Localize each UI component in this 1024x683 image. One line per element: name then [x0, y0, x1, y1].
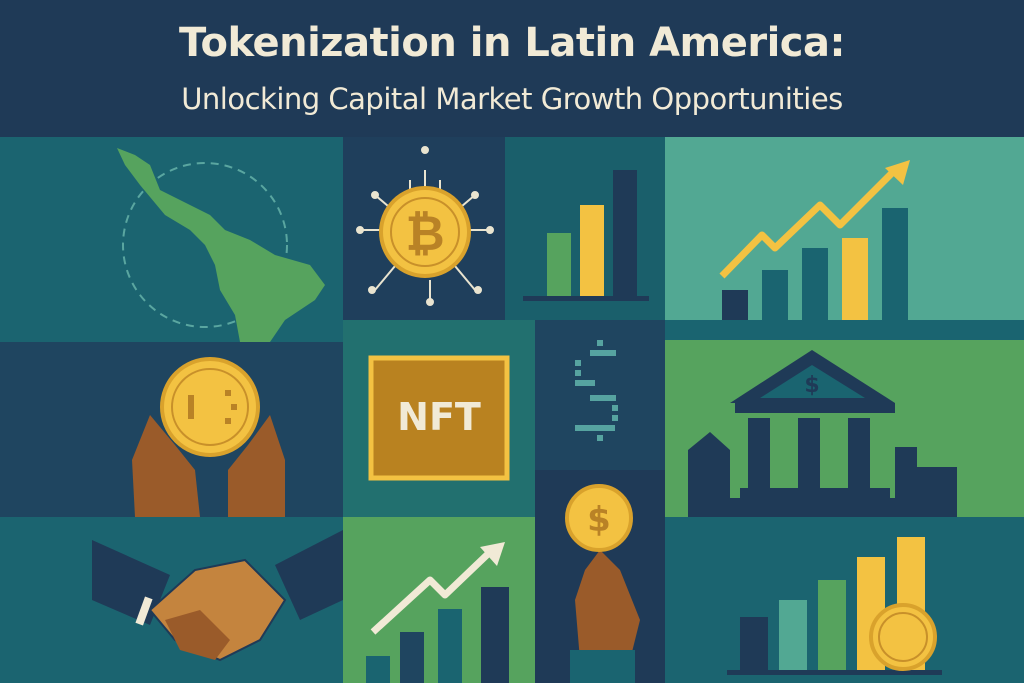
right-hand-icon — [228, 415, 285, 517]
svg-text:$: $ — [587, 500, 611, 540]
bar — [818, 580, 846, 671]
bitcoin-coin-icon — [379, 186, 471, 278]
page-subtitle: Unlocking Capital Market Growth Opportun… — [181, 82, 843, 116]
left-hand-icon — [132, 415, 200, 517]
digital-coin-icon — [160, 357, 260, 457]
right-sleeve-icon — [275, 530, 343, 620]
nft-card-icon — [368, 355, 510, 481]
nft-label: NFT — [397, 395, 481, 439]
bar — [580, 205, 604, 296]
orbit-dashed-circle — [122, 162, 288, 328]
baseline — [523, 296, 649, 301]
bar — [613, 170, 637, 296]
header-banner: Tokenization in Latin America: Unlocking… — [0, 0, 1024, 137]
bar — [802, 248, 828, 320]
growth-arrow-icon — [370, 549, 493, 635]
pixel-dollar-icon — [575, 340, 618, 441]
bank-building-icon — [688, 350, 957, 517]
bar — [842, 238, 868, 320]
bar — [722, 290, 748, 320]
bank-dollar-sign: $ — [804, 373, 819, 398]
trend-arrow-icon — [719, 167, 898, 279]
bar — [438, 609, 462, 683]
svg-text:₿: ₿ — [405, 206, 444, 262]
bar — [400, 632, 424, 683]
bar — [740, 617, 768, 671]
bar — [366, 656, 390, 683]
baseline — [727, 670, 942, 675]
bar — [762, 270, 788, 320]
token-coin-icon — [869, 603, 937, 671]
latin-america-map-icon — [117, 148, 325, 342]
bar — [882, 208, 908, 320]
hand-icon — [575, 550, 640, 660]
divider-strip — [665, 320, 1024, 340]
page-title: Tokenization in Latin America: — [178, 20, 846, 66]
bar — [547, 233, 571, 296]
bar — [779, 600, 807, 671]
dollar-coin-icon — [565, 484, 633, 552]
bar — [481, 587, 509, 683]
